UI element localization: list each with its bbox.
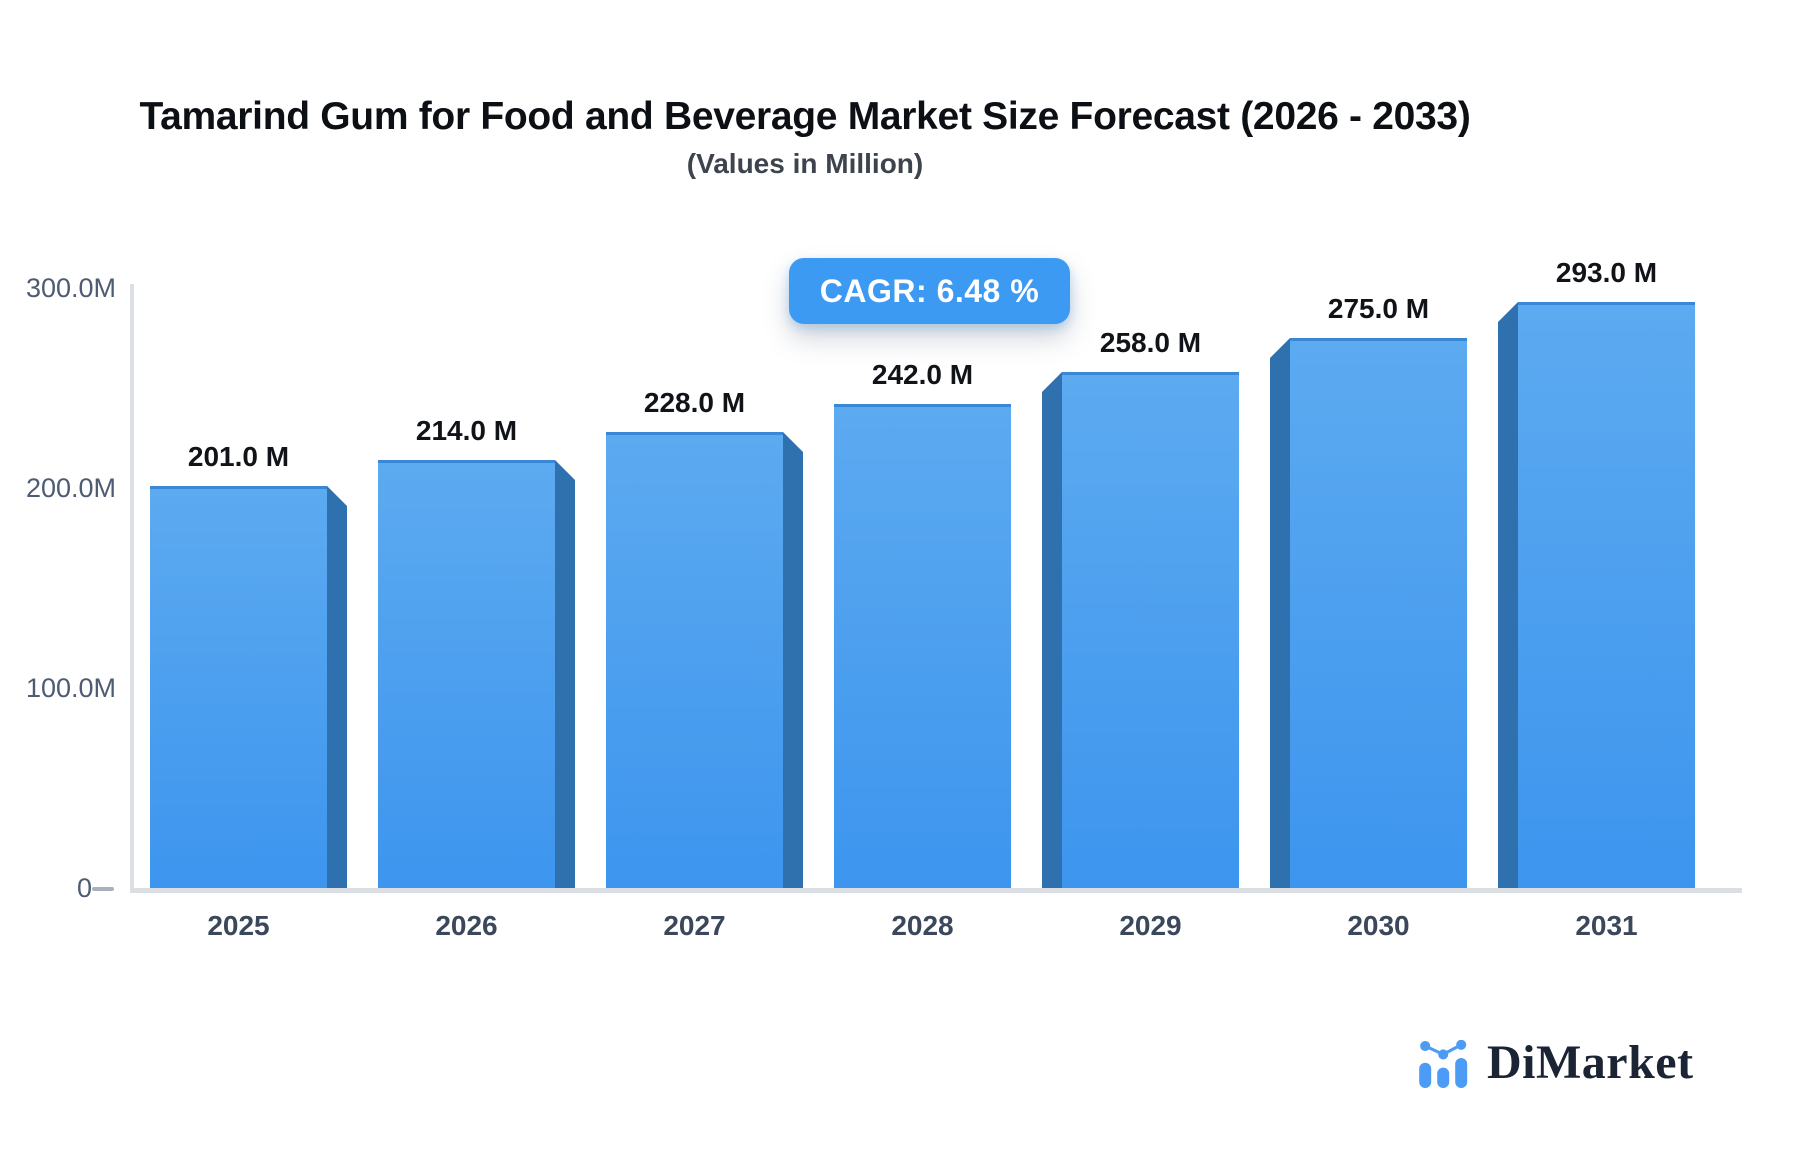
bar-2031[interactable]	[1518, 302, 1695, 888]
dimarket-logo-icon	[1419, 1040, 1468, 1088]
y-axis-label: 300.0M	[25, 273, 116, 303]
dimarket-logo: DiMarket	[1418, 1038, 1694, 1088]
dimarket-logo-text: DiMarket	[1487, 1036, 1694, 1089]
bar-value-label: 228.0 M	[643, 387, 746, 418]
y-axis-label: 100.0M	[25, 673, 116, 703]
x-axis-label-2029: 2029	[1119, 910, 1182, 941]
bar-2030[interactable]	[1290, 338, 1467, 888]
bar-2027[interactable]	[606, 432, 783, 888]
bar-2028[interactable]	[834, 404, 1011, 888]
bar-value-label: 275.0 M	[1327, 293, 1430, 324]
x-axis-label-2025: 2025	[207, 910, 270, 941]
cagr-badge-label: CAGR: 6.48 %	[819, 272, 1040, 309]
bar-value-label: 242.0 M	[871, 359, 974, 390]
chart-title: Tamarind Gum for Food and Beverage Marke…	[139, 95, 1471, 138]
bar-value-label: 293.0 M	[1555, 257, 1658, 288]
x-axis-label-2028: 2028	[891, 910, 954, 941]
bar-side-3d	[555, 460, 575, 888]
x-axis-line	[130, 888, 1742, 893]
chart-subtitle: (Values in Million)	[686, 148, 924, 179]
bar-side-3d	[1270, 338, 1290, 888]
bar-2026[interactable]	[378, 460, 555, 888]
bar-side-3d	[1498, 302, 1518, 888]
bar-2025[interactable]	[150, 486, 327, 888]
bar-value-label: 214.0 M	[415, 415, 518, 446]
x-axis-label-2026: 2026	[435, 910, 498, 941]
x-axis-label-2027: 2027	[663, 910, 726, 941]
bar-2029[interactable]	[1062, 372, 1239, 888]
bar-side-3d	[783, 432, 803, 888]
zero-tick-mark	[92, 887, 114, 891]
cagr-badge: CAGR: 6.48 %	[789, 258, 1070, 324]
y-axis-label: 200.0M	[25, 473, 116, 503]
bar-value-label: 258.0 M	[1099, 327, 1202, 358]
y-axis-label: 0	[76, 873, 92, 903]
y-axis-line	[130, 284, 134, 888]
x-axis-label-2030: 2030	[1347, 910, 1410, 941]
bar-side-3d	[1042, 372, 1062, 888]
bar-side-3d	[327, 486, 347, 888]
bar-value-label: 201.0 M	[187, 441, 290, 472]
x-axis-label-2031: 2031	[1575, 910, 1638, 941]
